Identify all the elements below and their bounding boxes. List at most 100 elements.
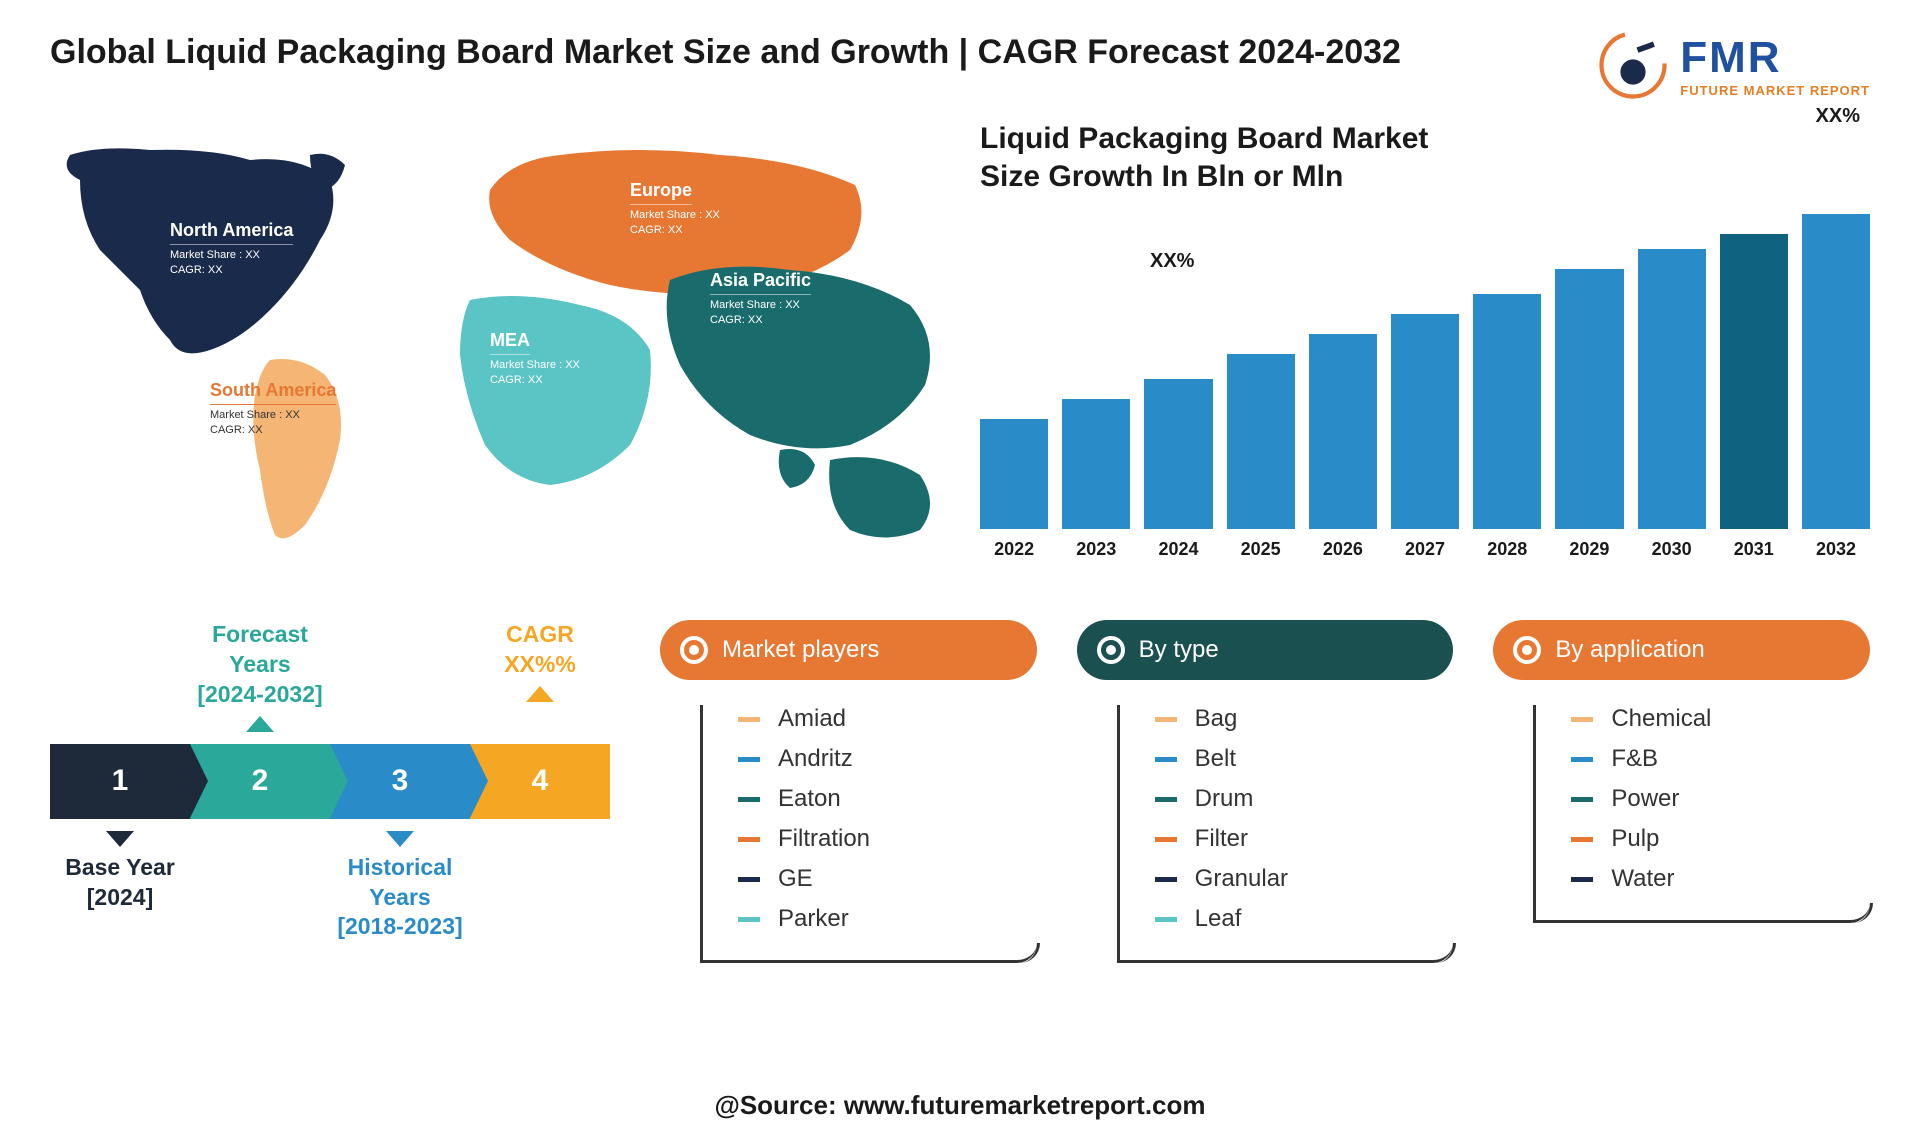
list-item: Eaton xyxy=(738,785,1017,813)
logo: FMR FUTURE MARKET REPORT xyxy=(1598,30,1870,100)
tl-base: Base Year [2024] xyxy=(50,831,190,943)
bullet-icon xyxy=(1571,877,1593,882)
cat-list-type: BagBeltDrumFilterGranularLeaf xyxy=(1117,705,1454,963)
fmr-logo-icon xyxy=(1598,30,1668,100)
list-item: Drum xyxy=(1155,785,1434,813)
circle-icon xyxy=(1513,636,1541,664)
bullet-icon xyxy=(1155,717,1177,722)
source-text: @Source: www.futuremarketreport.com xyxy=(714,1090,1205,1121)
bar xyxy=(1309,334,1377,529)
list-item: Filtration xyxy=(738,825,1017,853)
bar-wrap: 2027 xyxy=(1391,314,1459,560)
bar-wrap: 2030 xyxy=(1638,249,1706,560)
chart-title: Liquid Packaging Board Market Size Growt… xyxy=(980,120,1460,195)
bar-wrap: 2025 xyxy=(1227,354,1295,560)
bar-label: 2023 xyxy=(1076,539,1116,560)
bar-label: 2024 xyxy=(1158,539,1198,560)
list-item-label: Leaf xyxy=(1195,905,1242,933)
list-item-label: Granular xyxy=(1195,865,1288,893)
bar-label: 2030 xyxy=(1652,539,1692,560)
tl-historical: Historical Years [2018-2023] xyxy=(330,831,470,943)
cat-header-application: By application xyxy=(1493,620,1870,680)
list-item-label: Filtration xyxy=(778,825,870,853)
logo-sub: FUTURE MARKET REPORT xyxy=(1680,83,1870,98)
bar-label: 2025 xyxy=(1241,539,1281,560)
circle-icon xyxy=(680,636,708,664)
timeline-segment: 2 xyxy=(190,744,330,819)
bullet-icon xyxy=(1155,877,1177,882)
bar-wrap: 2023 xyxy=(1062,399,1130,560)
list-item-label: Water xyxy=(1611,865,1674,893)
bullet-icon xyxy=(1155,837,1177,842)
bar-chart-panel: Liquid Packaging Board Market Size Growt… xyxy=(980,120,1870,560)
list-item: Granular xyxy=(1155,865,1434,893)
bar xyxy=(1555,269,1623,529)
bullet-icon xyxy=(1571,837,1593,842)
bullet-icon xyxy=(1155,797,1177,802)
list-item-label: Filter xyxy=(1195,825,1248,853)
list-item: F&B xyxy=(1571,745,1850,773)
list-item: Parker xyxy=(738,905,1017,933)
timeline-bar: 1234 xyxy=(50,744,610,819)
list-item-label: Eaton xyxy=(778,785,841,813)
timeline-segment: 1 xyxy=(50,744,190,819)
bar-wrap: 2032 xyxy=(1802,214,1870,560)
bullet-icon xyxy=(1571,797,1593,802)
arrow-up-icon xyxy=(526,686,554,702)
bar xyxy=(1473,294,1541,529)
arrow-down-icon xyxy=(386,831,414,847)
bullet-icon xyxy=(738,837,760,842)
bullet-icon xyxy=(738,757,760,762)
col-players: Market players AmiadAndritzEatonFiltrati… xyxy=(660,620,1037,963)
list-item: Water xyxy=(1571,865,1850,893)
list-item-label: GE xyxy=(778,865,813,893)
arrow-down-icon xyxy=(106,831,134,847)
header: Global Liquid Packaging Board Market Siz… xyxy=(50,30,1870,100)
list-item-label: Bag xyxy=(1195,705,1238,733)
bar-wrap: 2022 xyxy=(980,419,1048,560)
list-item-label: Chemical xyxy=(1611,705,1711,733)
bar xyxy=(1144,379,1212,529)
category-panel: Market players AmiadAndritzEatonFiltrati… xyxy=(660,620,1870,963)
bar xyxy=(1638,249,1706,529)
col-type: By type BagBeltDrumFilterGranularLeaf xyxy=(1077,620,1454,963)
bullet-icon xyxy=(738,917,760,922)
logo-name: FMR xyxy=(1680,33,1870,83)
list-item: Bag xyxy=(1155,705,1434,733)
cat-list-players: Amiad Andritz Eaton Filtration GE Parker xyxy=(700,705,1037,963)
bullet-icon xyxy=(738,717,760,722)
list-item: Leaf xyxy=(1155,905,1434,933)
list-item: GE xyxy=(738,865,1017,893)
bar xyxy=(1720,234,1788,529)
timeline-segment: 4 xyxy=(470,744,610,819)
bar-label: 2028 xyxy=(1487,539,1527,560)
list-item-label: Andritz xyxy=(778,745,853,773)
list-item: Power xyxy=(1571,785,1850,813)
cat-list-application: Chemical F&B Power Pulp Water xyxy=(1533,705,1870,923)
region-label-ap: Asia Pacific Market Share : XX CAGR: XX xyxy=(710,270,811,329)
circle-icon xyxy=(1097,636,1125,664)
bullet-icon xyxy=(1155,757,1177,762)
list-item-label: Drum xyxy=(1195,785,1254,813)
list-item: Pulp xyxy=(1571,825,1850,853)
bar-wrap: 2024 xyxy=(1144,379,1212,560)
list-item-label: Parker xyxy=(778,905,849,933)
bar-label: 2022 xyxy=(994,539,1034,560)
list-item-label: Amiad xyxy=(778,705,846,733)
bar xyxy=(980,419,1048,529)
bar-label: 2026 xyxy=(1323,539,1363,560)
list-item: Amiad xyxy=(738,705,1017,733)
bar-chart: 2022202320242025202620272028202920302031… xyxy=(980,240,1870,560)
bar-wrap: 2026 xyxy=(1309,334,1377,560)
cat-header-type: By type xyxy=(1077,620,1454,680)
page-title: Global Liquid Packaging Board Market Siz… xyxy=(50,30,1401,74)
bullet-icon xyxy=(1571,717,1593,722)
list-item-label: Pulp xyxy=(1611,825,1659,853)
bar-label: 2032 xyxy=(1816,539,1856,560)
region-label-sa: South America Market Share : XX CAGR: XX xyxy=(210,380,336,439)
bar-wrap: 2029 xyxy=(1555,269,1623,560)
list-item-label: Power xyxy=(1611,785,1679,813)
bar xyxy=(1227,354,1295,529)
bullet-icon xyxy=(738,797,760,802)
timeline-panel: Forecast Years [2024-2032] CAGR XX%% 123… xyxy=(50,620,610,963)
